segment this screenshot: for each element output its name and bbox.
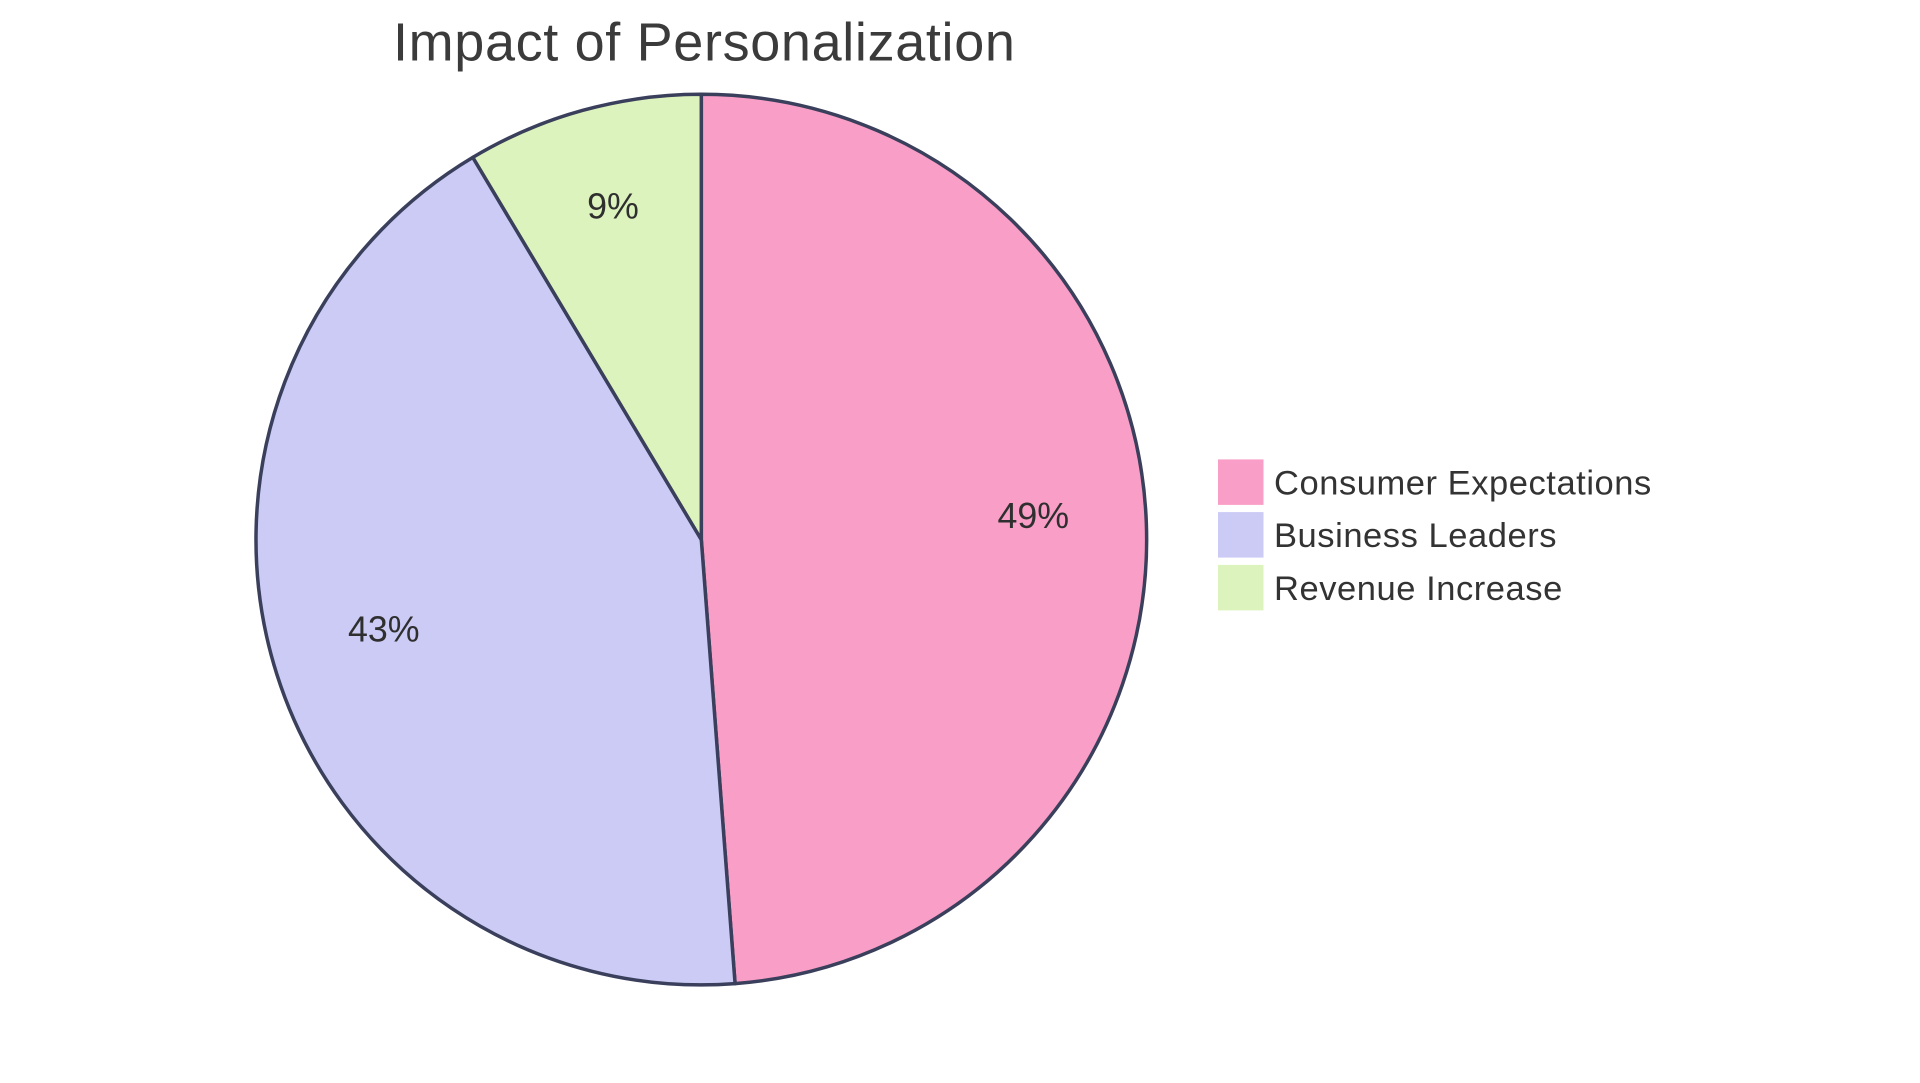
- svg-text:43%: 43%: [348, 609, 420, 649]
- svg-text:9%: 9%: [587, 187, 639, 227]
- svg-text:Business Leaders: Business Leaders: [1274, 517, 1557, 555]
- svg-text:Consumer Expectations: Consumer Expectations: [1274, 465, 1652, 503]
- svg-text:Revenue Increase: Revenue Increase: [1274, 570, 1563, 608]
- svg-text:Impact of Personalization: Impact of Personalization: [393, 13, 1016, 73]
- svg-text:49%: 49%: [997, 496, 1069, 536]
